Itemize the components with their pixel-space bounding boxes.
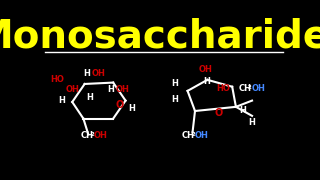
Text: CH: CH (182, 131, 195, 140)
Text: H: H (87, 93, 93, 102)
Text: 2: 2 (90, 132, 94, 137)
Text: H: H (172, 79, 178, 88)
Text: 2: 2 (191, 132, 195, 137)
Text: HO: HO (50, 75, 64, 84)
Text: OH: OH (251, 84, 265, 93)
Text: H: H (240, 106, 246, 115)
Text: H: H (58, 96, 65, 105)
Text: 2: 2 (248, 85, 252, 89)
Text: H: H (248, 118, 255, 127)
Text: CH: CH (238, 84, 252, 93)
Text: HO: HO (216, 84, 230, 93)
Text: H: H (128, 104, 135, 113)
Text: OH: OH (92, 69, 106, 78)
Text: Monosaccharides: Monosaccharides (0, 17, 320, 55)
Text: O: O (116, 100, 124, 111)
Text: OH: OH (66, 85, 80, 94)
Text: CH: CH (81, 131, 94, 140)
Text: H: H (84, 69, 90, 78)
Text: OH: OH (116, 85, 130, 94)
Text: OH: OH (195, 131, 209, 140)
Text: OH: OH (94, 131, 108, 140)
Text: H: H (172, 95, 178, 104)
Text: H: H (108, 85, 114, 94)
Text: OH: OH (199, 65, 212, 74)
Text: H: H (203, 77, 210, 86)
Text: O: O (214, 108, 223, 118)
